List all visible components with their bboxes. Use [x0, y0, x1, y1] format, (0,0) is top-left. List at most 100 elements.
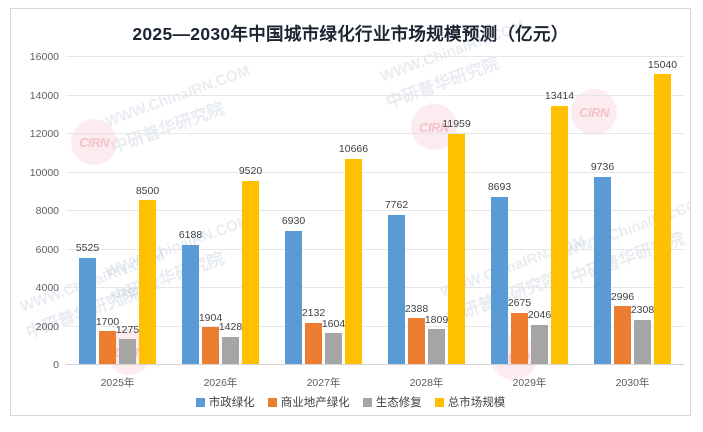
- bars-row: 5525 1700 1275 8500: [66, 56, 169, 364]
- bar[interactable]: [345, 158, 362, 364]
- bar-value-label: 2996: [610, 290, 635, 303]
- bar[interactable]: [491, 196, 508, 364]
- y-axis-tick-label: 4000: [35, 282, 59, 294]
- bar-wrapper: 9736: [590, 56, 615, 364]
- bar-value-label: 2046: [527, 309, 552, 322]
- gridline: 10000: [30, 167, 684, 179]
- bar-wrapper: 1809: [424, 56, 449, 364]
- bar-value-label: 1604: [321, 317, 346, 330]
- bar[interactable]: [448, 133, 465, 364]
- bar-wrapper: 8693: [487, 56, 512, 364]
- bars-row: 9736 2996 2308 15040: [581, 56, 684, 364]
- bar[interactable]: [139, 200, 156, 364]
- bar-wrapper: 2046: [527, 56, 552, 364]
- bar[interactable]: [614, 306, 631, 364]
- bar-value-label: 2308: [630, 304, 655, 317]
- gridline: 16000: [30, 51, 684, 63]
- bar[interactable]: [202, 327, 219, 364]
- legend-swatch-icon: [267, 397, 277, 407]
- gridline: 14000: [30, 90, 684, 102]
- bar-wrapper: 7762: [385, 56, 408, 364]
- bar-group: 7762 2388 1809 11959 2028年: [375, 56, 478, 389]
- bar-wrapper: 6930: [281, 56, 306, 364]
- chart-title: 2025—2030年中国城市绿化行业市场规模预测（亿元）: [132, 24, 569, 44]
- legend-label: 商业地产绿化: [280, 397, 350, 409]
- bar-value-label: 1904: [198, 311, 223, 324]
- y-axis-tick-label: 16000: [29, 51, 59, 63]
- bar-group: 9736 2996 2308 15040 2030年: [581, 56, 684, 389]
- bar[interactable]: [242, 180, 259, 364]
- y-axis-tick-label: 6000: [35, 243, 59, 256]
- bar-group: 6930 2132 1604 10666 2027年: [272, 56, 375, 389]
- bar-value-label: 8500: [135, 184, 160, 197]
- x-axis-tick-label: 2025年: [100, 377, 135, 389]
- bar-wrapper: 2675: [507, 56, 532, 364]
- bar-group: 6188 1904 1428 9520 2026年: [169, 56, 272, 389]
- y-axis-tick-label: 0: [53, 359, 59, 371]
- gridline: 4000: [36, 282, 684, 294]
- bar-wrapper: 11959: [442, 56, 471, 364]
- bar[interactable]: [634, 319, 651, 364]
- bar-value-label: 11959: [442, 118, 471, 131]
- bar[interactable]: [428, 329, 445, 364]
- bar-wrapper: 13414: [545, 56, 574, 364]
- bar[interactable]: [388, 214, 405, 364]
- bars-row: 6188 1904 1428 9520: [169, 56, 272, 364]
- bar-wrapper: 1428: [218, 56, 243, 364]
- bar[interactable]: [551, 105, 568, 364]
- bar-value-label: 10666: [338, 143, 369, 156]
- bar-wrapper: 5525: [75, 56, 100, 364]
- bar-wrapper: 10666: [339, 56, 368, 364]
- bars-row: 7762 2388 1809 11959: [375, 56, 478, 364]
- bar[interactable]: [99, 331, 116, 364]
- bar-wrapper: 2388: [404, 56, 429, 364]
- plot-area: 0 2000 4000 6000 8000 10000 12000 14000 16000 55…: [30, 51, 684, 389]
- bar[interactable]: [511, 312, 528, 364]
- bar-value-label: 8693: [487, 181, 512, 194]
- bar-groups-layer: 5525 1700 1275 8500 2025年 6188 1904 1428 9520 202…: [66, 56, 684, 389]
- chart-legend: 市政绿化 商业地产绿化 生态修复 总市场规模: [11, 394, 690, 410]
- bar-value-label: 2675: [507, 297, 532, 310]
- bar-value-label: 1428: [218, 321, 243, 334]
- legend-item[interactable]: 商业地产绿化: [267, 394, 350, 410]
- y-axis-tick-label: 2000: [35, 320, 59, 333]
- bar[interactable]: [119, 339, 136, 364]
- bar-wrapper: 1904: [198, 56, 223, 364]
- x-axis-tick-label: 2030年: [615, 377, 650, 389]
- bar-wrapper: 2132: [301, 56, 326, 364]
- bar-value-label: 1809: [424, 313, 449, 326]
- x-axis-tick-label: 2029年: [512, 377, 547, 389]
- y-axis-tick-label: 10000: [29, 166, 59, 179]
- bar-value-label: 9736: [590, 161, 615, 174]
- bar-wrapper: 6188: [179, 56, 202, 364]
- legend-item[interactable]: 总市场规模: [434, 394, 505, 410]
- bar[interactable]: [222, 336, 239, 364]
- legend-item[interactable]: 市政绿化: [195, 394, 255, 410]
- bar-value-label: 2132: [301, 307, 326, 320]
- legend-swatch-icon: [362, 397, 372, 407]
- bars-row: 6930 2132 1604 10666: [272, 56, 375, 364]
- bar[interactable]: [594, 176, 611, 364]
- bar-value-label: 1275: [115, 323, 140, 336]
- legend-swatch-icon: [195, 397, 205, 407]
- bar-value-label: 6930: [281, 215, 306, 228]
- y-axis-tick-label: 12000: [29, 128, 59, 140]
- bar[interactable]: [305, 322, 322, 364]
- bar[interactable]: [79, 257, 96, 364]
- bar[interactable]: [285, 230, 302, 364]
- gridline: 8000: [36, 205, 684, 217]
- bar-value-label: 15040: [647, 58, 678, 71]
- bar-value-label: 2388: [404, 302, 429, 315]
- bar[interactable]: [654, 74, 671, 364]
- bar[interactable]: [531, 324, 548, 364]
- bar-wrapper: 1275: [115, 56, 140, 364]
- x-axis-tick-label: 2028年: [409, 377, 444, 389]
- bar[interactable]: [182, 244, 199, 364]
- bar[interactable]: [325, 333, 342, 364]
- bar[interactable]: [408, 318, 425, 364]
- legend-item[interactable]: 生态修复: [362, 394, 422, 410]
- gridline: 2000: [36, 321, 684, 333]
- bar-wrapper: 1604: [321, 56, 346, 364]
- bar-value-label: 9520: [238, 165, 263, 178]
- bar-value-label: 5525: [75, 242, 100, 255]
